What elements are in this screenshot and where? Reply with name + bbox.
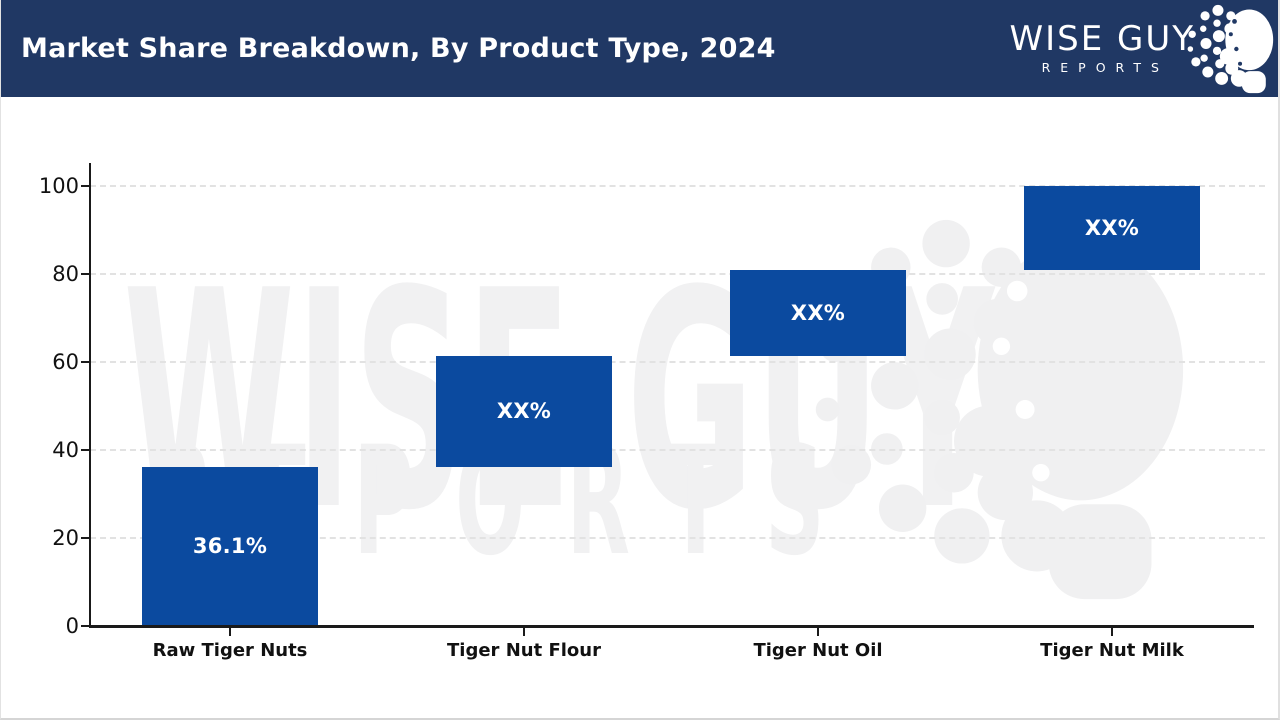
y-tick-label-60: 60 [52,349,79,374]
y-tick-label-100: 100 [38,173,79,198]
gridline-100 [90,184,1265,187]
gridline-60 [90,360,1265,363]
x-category-label-tiger-nut-flour: Tiger Nut Flour [447,640,601,661]
y-tick-label-0: 0 [65,614,79,638]
page-title: Market Share Breakdown, By Product Type,… [21,33,776,64]
x-tick-mark-tiger-nut-flour [523,628,525,636]
y-tick-label-20: 20 [52,525,79,550]
bar-value-label-tiger-nut-flour: XX% [496,399,552,424]
y-tick-mark-60 [81,360,89,363]
x-category-label-raw-tiger-nuts: Raw Tiger Nuts [152,640,308,661]
brand-logo-text: WISE GUY REPORTS [1009,19,1195,75]
x-tick-mark-tiger-nut-milk [1111,628,1113,636]
brand-subname: REPORTS [1041,59,1169,75]
brand-name: WISE GUY [1009,19,1195,60]
bar-tiger-nut-oil: XX% [730,270,906,356]
x-category-label-tiger-nut-milk: Tiger Nut Milk [1040,640,1184,661]
x-tick-mark-raw-tiger-nuts [229,628,231,636]
brand-logo: WISE GUY REPORTS [1009,3,1278,95]
brand-dotted-head-icon [1187,4,1274,93]
bar-raw-tiger-nuts: 36.1% [142,466,318,626]
y-axis-line [89,163,91,628]
bar-value-label-tiger-nut-oil: XX% [790,301,846,325]
y-tick-label-80: 80 [52,261,79,286]
y-tick-mark-0 [81,625,89,627]
header-bar: Market Share Breakdown, By Product Type,… [1,0,1278,97]
y-tick-mark-100 [81,184,89,187]
gridline-20 [90,536,1265,539]
y-tick-mark-80 [81,272,89,275]
gridline-80 [90,272,1265,275]
gridline-40 [90,448,1265,451]
bar-tiger-nut-milk: XX% [1024,185,1200,271]
y-tick-mark-20 [81,536,89,539]
y-tick-label-40: 40 [52,437,79,462]
x-category-label-tiger-nut-oil: Tiger Nut Oil [753,640,883,661]
bar-tiger-nut-flour: XX% [436,355,612,467]
x-tick-mark-tiger-nut-oil [817,628,819,636]
bar-value-label-raw-tiger-nuts: 36.1% [192,534,268,559]
bar-value-label-tiger-nut-milk: XX% [1084,215,1140,240]
x-axis-line [89,625,1254,628]
y-tick-mark-40 [81,448,89,451]
